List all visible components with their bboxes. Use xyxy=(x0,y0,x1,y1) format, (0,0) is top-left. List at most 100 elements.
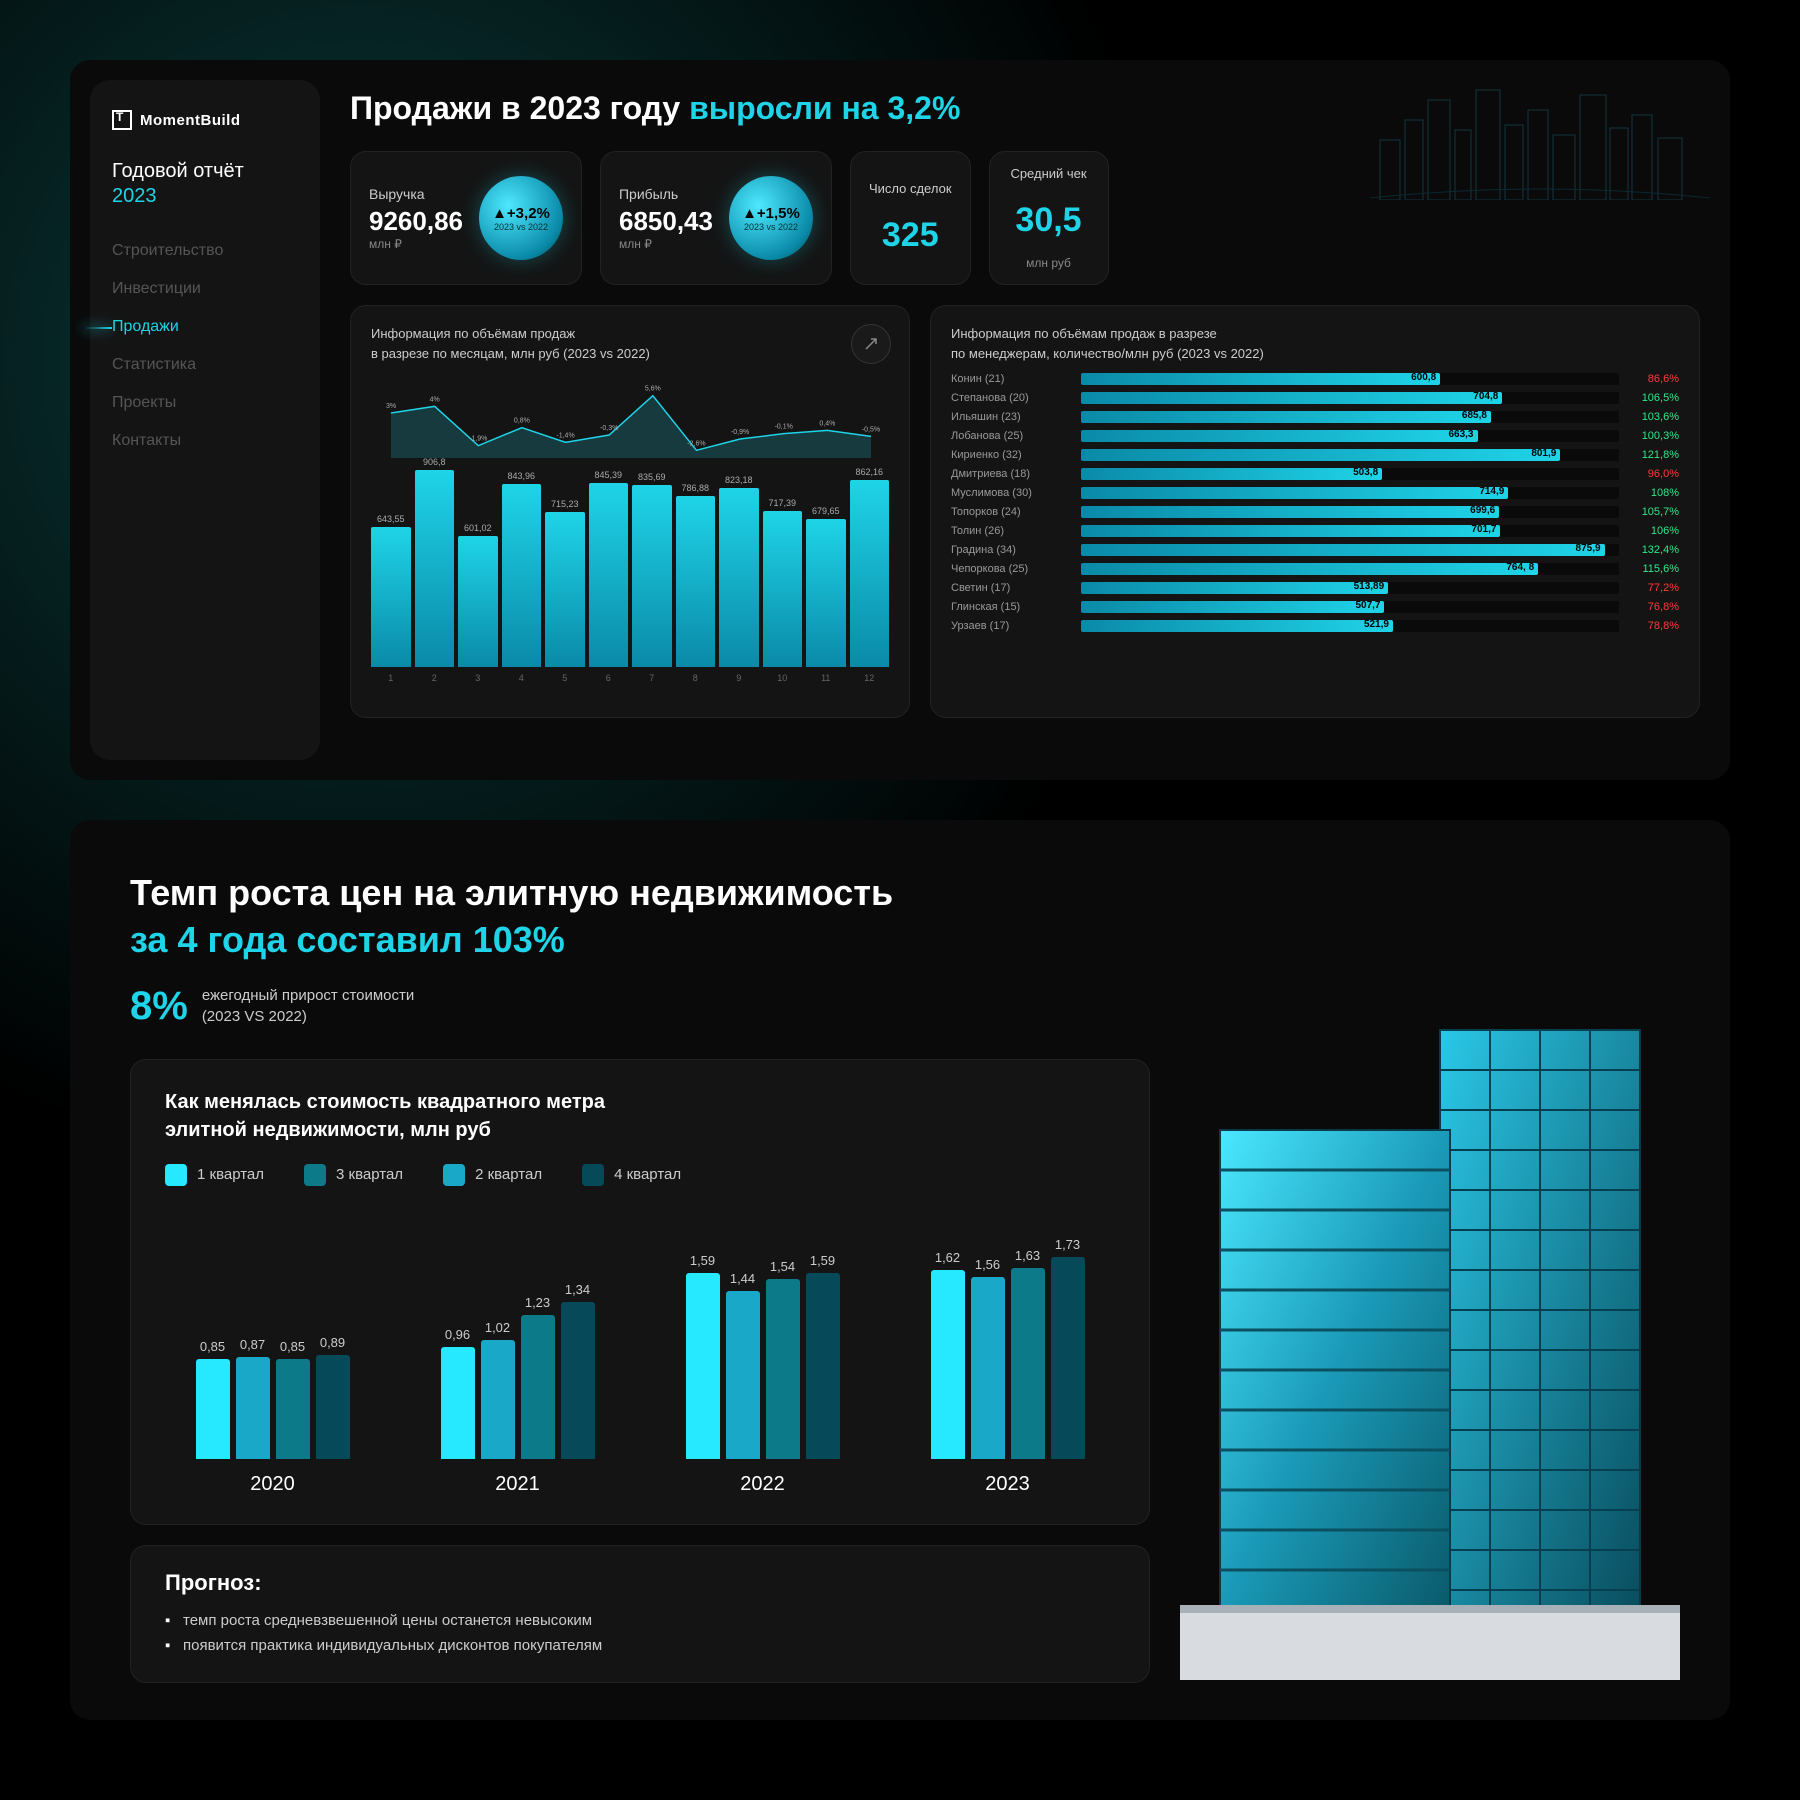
svg-text:-0,5%: -0,5% xyxy=(862,426,880,433)
manager-pct: 108% xyxy=(1629,487,1679,499)
growth-pct: 8% xyxy=(130,984,188,1029)
manager-bar: 875,9 xyxy=(1081,544,1605,556)
legend-item: 2 квартал xyxy=(443,1164,542,1186)
kpi-unit: млн ₽ xyxy=(619,237,713,251)
manager-name: Градина (34) xyxy=(951,544,1071,556)
skyline-decoration xyxy=(1370,80,1710,200)
bar-col: 786,888 xyxy=(676,483,716,683)
growth-subtext: ежегодный прирост стоимости(2023 VS 2022… xyxy=(202,985,414,1027)
nav-list: СтроительствоИнвестицииПродажиСтатистика… xyxy=(112,232,298,460)
bar-x-label: 12 xyxy=(864,673,874,683)
quarter-bar: 1,56 xyxy=(971,1277,1005,1459)
kpi-delta-disc: ▲+1,5% 2023 vs 2022 xyxy=(729,176,813,260)
legend-label: 3 квартал xyxy=(336,1166,403,1183)
legend-item: 1 квартал xyxy=(165,1164,264,1186)
manager-name: Лобанова (25) xyxy=(951,430,1071,442)
manager-row: Толин (26)701,7106% xyxy=(951,525,1679,537)
expand-icon xyxy=(863,336,879,352)
manager-bar: 704,8 xyxy=(1081,392,1502,404)
year-group: 1,591,441,541,592022 xyxy=(665,1229,860,1496)
bar-x-label: 4 xyxy=(519,673,524,683)
manager-bar: 685,8 xyxy=(1081,411,1491,423)
manager-row: Кириенко (32)801,9121,8% xyxy=(951,449,1679,461)
bar-col: 679,6511 xyxy=(806,506,846,683)
manager-bar-bg: 513,89 xyxy=(1081,582,1619,594)
bar xyxy=(676,496,716,667)
manager-name: Урзаев (17) xyxy=(951,620,1071,632)
manager-row: Муслимова (30)714,9108% xyxy=(951,487,1679,499)
bar-value: 0,96 xyxy=(445,1327,470,1342)
monthly-sales-card: Информация по объёмам продажв разрезе по… xyxy=(350,305,910,718)
nav-item-5[interactable]: Контакты xyxy=(112,422,298,460)
nav-item-1[interactable]: Инвестиции xyxy=(112,270,298,308)
manager-name: Толин (26) xyxy=(951,525,1071,537)
manager-bar: 699,6 xyxy=(1081,506,1499,518)
bar-x-label: 10 xyxy=(777,673,787,683)
kpi-avg-check: Средний чек 30,5 млн руб xyxy=(989,151,1109,285)
svg-text:-0,1%: -0,1% xyxy=(775,424,793,431)
manager-name: Кириенко (32) xyxy=(951,449,1071,461)
kpi-deals: Число сделок 325 xyxy=(850,151,971,285)
headline-part1: Продажи в 2023 году xyxy=(350,90,689,126)
nav-item-4[interactable]: Проекты xyxy=(112,384,298,422)
bar-col: 862,16 12 xyxy=(850,467,890,683)
manager-bar-bg: 507,7 xyxy=(1081,601,1619,613)
bar-col: 823,189 xyxy=(719,475,759,683)
forecast-item: появится практика индивидуальных дисконт… xyxy=(165,1633,1115,1658)
bar-value: 786,88 xyxy=(681,483,709,493)
svg-text:-1,4%: -1,4% xyxy=(556,432,574,439)
headline-line2: за 4 года составил 103% xyxy=(130,919,565,960)
bar-value: 1,73 xyxy=(1055,1237,1080,1252)
legend-swatch xyxy=(443,1164,465,1186)
quarter-bar: 1,59 xyxy=(806,1273,840,1459)
bar xyxy=(415,470,455,667)
manager-bar-value: 503,8 xyxy=(1353,467,1378,478)
manager-row: Конин (21)600,886,6% xyxy=(951,373,1679,385)
bar-value: 843,96 xyxy=(507,471,535,481)
manager-row: Урзаев (17)521,978,8% xyxy=(951,620,1679,632)
bar-value: 715,23 xyxy=(551,499,579,509)
bar-x-label: 1 xyxy=(388,673,393,683)
manager-bar: 801,9 xyxy=(1081,449,1560,461)
bar-x-label: 6 xyxy=(606,673,611,683)
nav-item-0[interactable]: Строительство xyxy=(112,232,298,270)
bar xyxy=(458,536,498,667)
manager-row: Светин (17)513,8977,2% xyxy=(951,582,1679,594)
bar-col: 717,3910 xyxy=(763,498,803,683)
nav-item-2[interactable]: Продажи xyxy=(112,308,298,346)
expand-button[interactable] xyxy=(851,324,891,364)
forecast-title: Прогноз: xyxy=(165,1570,1115,1596)
svg-text:3%: 3% xyxy=(386,403,396,410)
manager-bar-bg: 685,8 xyxy=(1081,411,1619,423)
bar-x-label: 2 xyxy=(432,673,437,683)
report-title: Годовой отчёт xyxy=(112,160,298,183)
forecast-card: Прогноз: темп роста средневзвешенной цен… xyxy=(130,1545,1150,1683)
price-growth-panel: Темп роста цен на элитную недвижимость з… xyxy=(70,820,1730,1720)
manager-name: Муслимова (30) xyxy=(951,487,1071,499)
svg-text:4%: 4% xyxy=(430,396,440,403)
manager-bar-bg: 875,9 xyxy=(1081,544,1619,556)
nav-item-3[interactable]: Статистика xyxy=(112,346,298,384)
bar xyxy=(806,519,846,667)
svg-text:-0,3%: -0,3% xyxy=(600,425,618,432)
quarter-bar: 1,23 xyxy=(521,1315,555,1459)
bar-col: 906,82 xyxy=(415,457,455,683)
kpi-delta-sub: 2023 vs 2022 xyxy=(494,222,548,232)
bar-value: 862,16 xyxy=(855,467,883,477)
bar-value: 1,54 xyxy=(770,1259,795,1274)
manager-row: Степанова (20)704,8106,5% xyxy=(951,392,1679,404)
manager-bar-value: 875,9 xyxy=(1576,543,1601,554)
kpi-label: Число сделок xyxy=(869,181,952,196)
bar-value: 1,44 xyxy=(730,1271,755,1286)
bar-value: 1,63 xyxy=(1015,1248,1040,1263)
brand-name: MomentBuild xyxy=(140,112,241,129)
bar-value: 1,59 xyxy=(810,1253,835,1268)
manager-name: Глинская (15) xyxy=(951,601,1071,613)
legend-item: 4 квартал xyxy=(582,1164,681,1186)
manager-pct: 100,3% xyxy=(1629,430,1679,442)
manager-bar-value: 663,3 xyxy=(1448,429,1473,440)
bar-value: 1,62 xyxy=(935,1250,960,1265)
kpi-unit: млн руб xyxy=(1026,256,1071,270)
bar-value: 0,89 xyxy=(320,1335,345,1350)
bar-value: 906,8 xyxy=(423,457,446,467)
